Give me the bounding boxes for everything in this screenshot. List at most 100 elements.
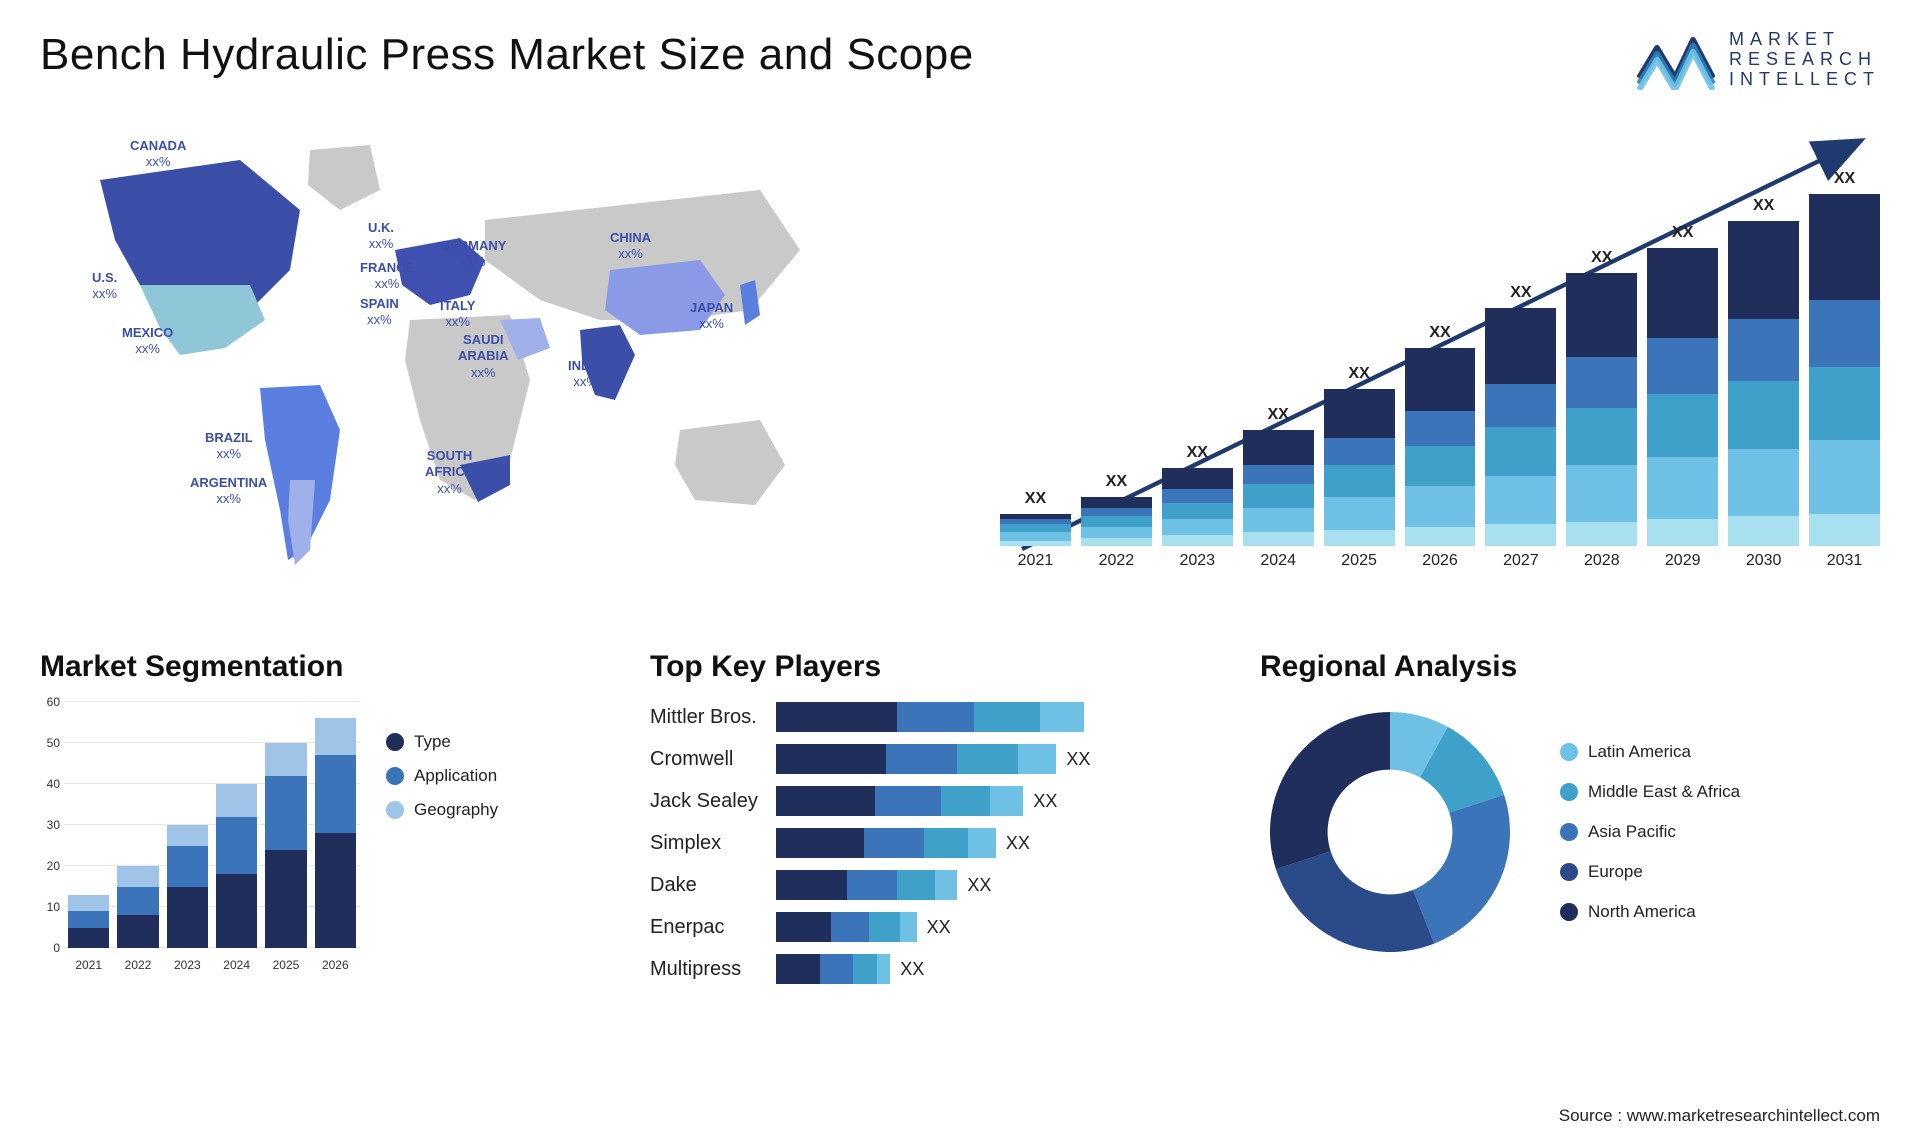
growth-bar-2027: XX bbox=[1485, 308, 1556, 546]
player-bar-segment bbox=[776, 702, 897, 732]
player-bar-row: XX bbox=[776, 828, 1210, 858]
growth-bar-segment bbox=[1243, 430, 1314, 465]
key-players-section: Top Key Players Mittler Bros.CromwellJac… bbox=[650, 650, 1210, 984]
player-bar-segment bbox=[941, 786, 991, 816]
regional-legend-item: Asia Pacific bbox=[1560, 822, 1740, 842]
growth-bar-segment bbox=[1405, 411, 1476, 446]
player-bar bbox=[776, 702, 1084, 732]
seg-yaxis-label: 40 bbox=[47, 777, 60, 791]
player-bar-row: XX bbox=[776, 870, 1210, 900]
map-label-mexico: MEXICOxx% bbox=[122, 325, 173, 358]
player-name: Simplex bbox=[650, 828, 758, 858]
growth-bar-segment bbox=[1081, 508, 1152, 516]
map-label-argentina: ARGENTINAxx% bbox=[190, 475, 267, 508]
growth-xaxis-label: 2025 bbox=[1324, 552, 1395, 570]
logo-text-3: INTELLECT bbox=[1729, 70, 1880, 90]
players-bar-chart: XXXXXXXXXXXX bbox=[776, 702, 1210, 984]
growth-bar-label: XX bbox=[1566, 249, 1637, 267]
growth-bar-label: XX bbox=[1081, 473, 1152, 491]
player-name: Dake bbox=[650, 870, 758, 900]
segmentation-legend: TypeApplicationGeography bbox=[386, 702, 498, 972]
seg-bar-segment bbox=[265, 850, 306, 948]
growth-xaxis-label: 2028 bbox=[1566, 552, 1637, 570]
legend-color-icon bbox=[1560, 783, 1578, 801]
growth-bar-2031: XX bbox=[1809, 194, 1880, 546]
growth-bar-2028: XX bbox=[1566, 273, 1637, 546]
seg-yaxis-label: 0 bbox=[53, 941, 60, 955]
seg-bar-segment bbox=[117, 887, 158, 916]
growth-bar-segment bbox=[1728, 516, 1799, 546]
growth-xaxis-label: 2022 bbox=[1081, 552, 1152, 570]
player-bar-segment bbox=[776, 828, 864, 858]
seg-bar-2026 bbox=[315, 718, 356, 948]
seg-bar-segment bbox=[265, 743, 306, 776]
player-bar-row bbox=[776, 702, 1210, 732]
growth-bar-2023: XX bbox=[1162, 468, 1233, 546]
growth-bar-segment bbox=[1485, 384, 1556, 427]
segmentation-title: Market Segmentation bbox=[40, 650, 600, 684]
world-map-chart: CANADAxx%U.S.xx%MEXICOxx%BRAZILxx%ARGENT… bbox=[40, 120, 940, 600]
growth-bar-segment bbox=[1324, 530, 1395, 546]
player-bar-value: XX bbox=[1066, 749, 1090, 770]
seg-bar-segment bbox=[117, 866, 158, 887]
player-bar-value: XX bbox=[967, 875, 991, 896]
growth-bar-segment bbox=[1324, 497, 1395, 529]
seg-bar-segment bbox=[265, 776, 306, 850]
growth-bar-segment bbox=[1000, 532, 1071, 540]
growth-bar-segment bbox=[1566, 273, 1637, 357]
growth-bar-segment bbox=[1081, 527, 1152, 538]
player-bar bbox=[776, 954, 890, 984]
player-bar-segment bbox=[974, 702, 1040, 732]
player-bar-segment bbox=[847, 870, 897, 900]
seg-bar-2023 bbox=[167, 825, 208, 948]
player-bar-segment bbox=[877, 954, 890, 984]
growth-bar-segment bbox=[1728, 449, 1799, 517]
growth-bar-segment bbox=[1162, 519, 1233, 535]
seg-bar-segment bbox=[216, 784, 257, 817]
growth-bar-segment bbox=[1809, 514, 1880, 546]
growth-bar-segment bbox=[1162, 535, 1233, 546]
growth-bar-segment bbox=[1081, 538, 1152, 546]
player-bar-value: XX bbox=[900, 959, 924, 980]
seg-bar-2025 bbox=[265, 743, 306, 948]
growth-bar-2021: XX bbox=[1000, 514, 1071, 546]
growth-bar-segment bbox=[1809, 300, 1880, 368]
seg-xaxis-label: 2026 bbox=[315, 958, 356, 972]
growth-bar-segment bbox=[1243, 532, 1314, 546]
source-attribution: Source : www.marketresearchintellect.com bbox=[1559, 1106, 1880, 1126]
seg-legend-item: Application bbox=[386, 766, 498, 786]
growth-bar-segment bbox=[1647, 457, 1718, 519]
growth-xaxis-label: 2021 bbox=[1000, 552, 1071, 570]
player-bar-segment bbox=[886, 744, 958, 774]
seg-bar-segment bbox=[68, 911, 109, 927]
map-region-greenland bbox=[308, 145, 380, 210]
legend-label: Geography bbox=[414, 800, 498, 820]
map-region-australia bbox=[675, 420, 785, 505]
player-bar-segment bbox=[864, 828, 925, 858]
growth-xaxis-label: 2030 bbox=[1728, 552, 1799, 570]
growth-bar-label: XX bbox=[1809, 170, 1880, 188]
player-bar-row: XX bbox=[776, 912, 1210, 942]
player-name: Mittler Bros. bbox=[650, 702, 758, 732]
legend-label: Latin America bbox=[1588, 742, 1691, 762]
seg-yaxis-label: 10 bbox=[47, 900, 60, 914]
growth-bar-segment bbox=[1566, 465, 1637, 522]
seg-bar-segment bbox=[315, 833, 356, 948]
growth-bar-segment bbox=[1405, 486, 1476, 527]
growth-bar-segment bbox=[1566, 522, 1637, 546]
player-bar-value: XX bbox=[927, 917, 951, 938]
map-label-saudi-arabia: SAUDIARABIAxx% bbox=[458, 332, 509, 381]
seg-bar-segment bbox=[117, 915, 158, 948]
player-name: Jack Sealey bbox=[650, 786, 758, 816]
growth-bar-segment bbox=[1566, 408, 1637, 465]
growth-bar-label: XX bbox=[1162, 444, 1233, 462]
growth-bar-segment bbox=[1809, 440, 1880, 513]
growth-bar-2024: XX bbox=[1243, 430, 1314, 546]
map-label-u-s-: U.S.xx% bbox=[92, 270, 117, 303]
seg-bar-segment bbox=[216, 874, 257, 948]
brand-logo: MARKET RESEARCH INTELLECT bbox=[1637, 30, 1880, 90]
regional-legend-item: Latin America bbox=[1560, 742, 1740, 762]
growth-bar-segment bbox=[1081, 497, 1152, 508]
seg-bar-2024 bbox=[216, 784, 257, 948]
growth-xaxis-label: 2026 bbox=[1405, 552, 1476, 570]
